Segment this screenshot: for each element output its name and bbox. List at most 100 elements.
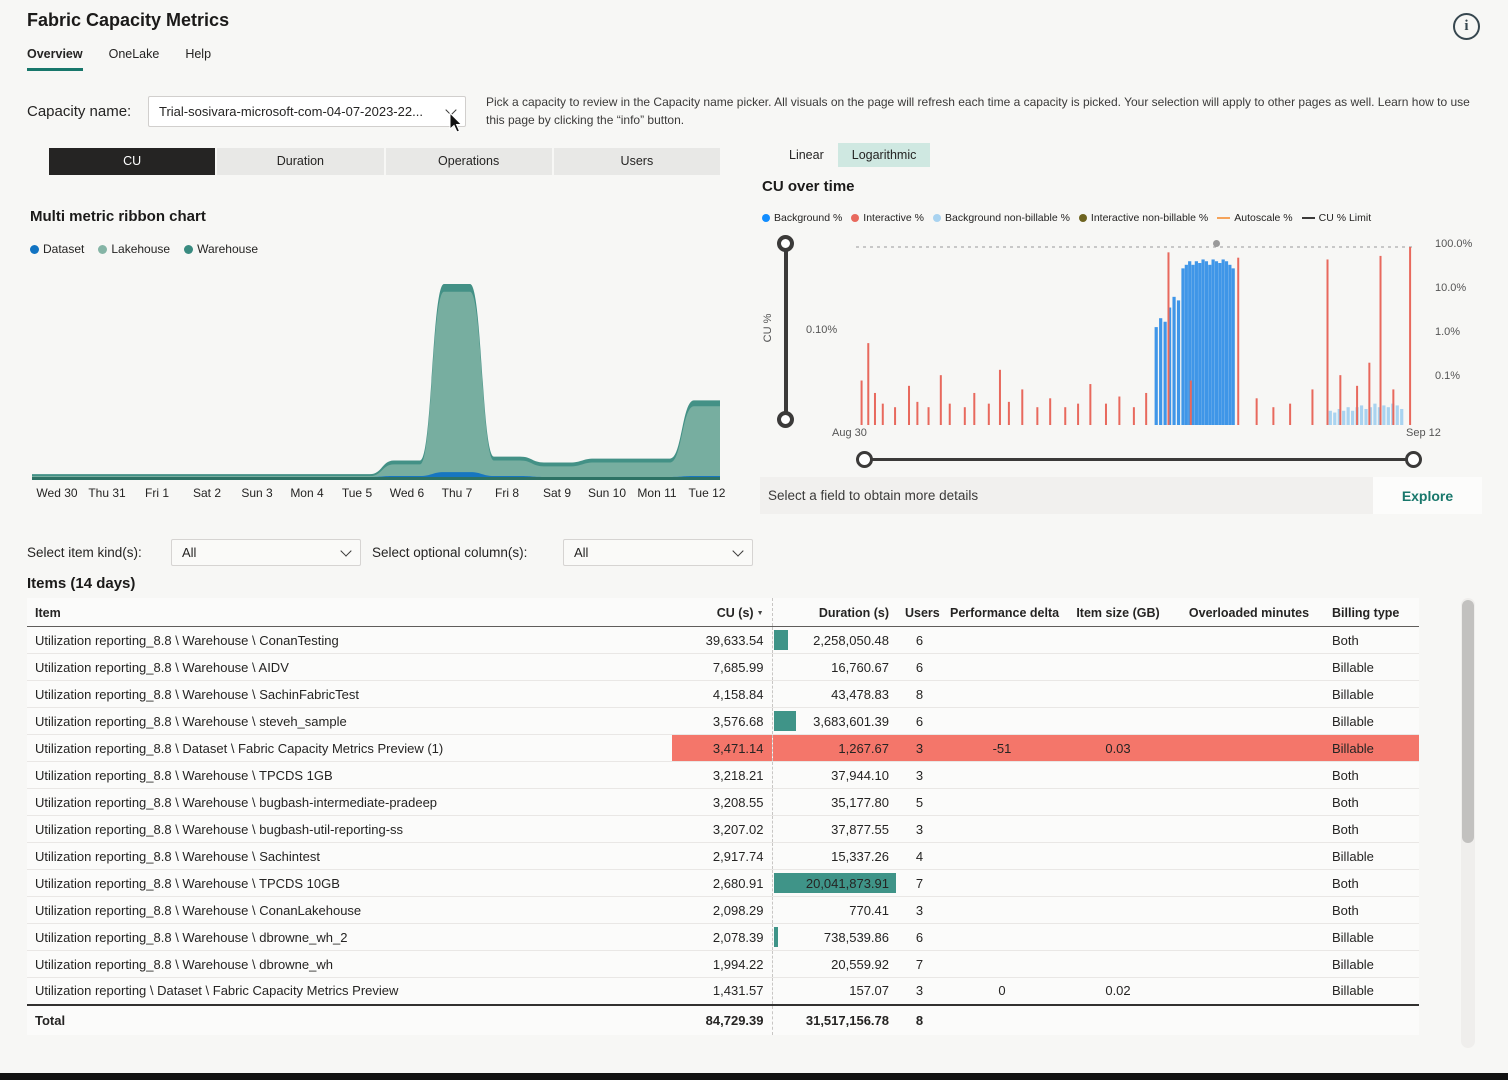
cu-bar-bg[interactable] <box>1154 327 1158 425</box>
cu-bar-bg[interactable] <box>1191 264 1195 425</box>
cu-bar-bg[interactable] <box>1181 268 1185 425</box>
cu-bar-bgnb[interactable] <box>1395 405 1399 425</box>
scale-tab-logarithmic[interactable]: Logarithmic <box>837 143 931 167</box>
cu-bar-int[interactable] <box>894 407 897 425</box>
cu-bar-bg[interactable] <box>1231 268 1235 425</box>
cu-bar-int[interactable] <box>1077 403 1080 425</box>
table-row[interactable]: Utilization reporting_8.8 \ Warehouse \ … <box>27 680 1419 708</box>
legend-item-warehouse[interactable]: Warehouse <box>184 242 258 256</box>
cu-bar-bg[interactable] <box>1159 318 1163 425</box>
tab-onelake[interactable]: OneLake <box>108 47 160 61</box>
table-row[interactable]: Utilization reporting_8.8 \ Warehouse \ … <box>27 653 1419 681</box>
time-range-slider-handle-right[interactable] <box>1405 451 1422 468</box>
column-header-duration[interactable]: Duration (s) <box>771 598 897 627</box>
table-row[interactable]: Utilization reporting_8.8 \ Warehouse \ … <box>27 950 1419 978</box>
cu-bar-bgnb[interactable] <box>1337 408 1341 425</box>
table-row[interactable]: Utilization reporting_8.8 \ Dataset \ Fa… <box>27 734 1419 762</box>
cu-bar-int[interactable] <box>1132 407 1135 425</box>
table-row[interactable]: Utilization reporting_8.8 \ Warehouse \ … <box>27 626 1419 654</box>
cu-legend-item-interactive-non-billable[interactable]: Interactive non-billable % <box>1078 212 1208 224</box>
cu-bar-int[interactable] <box>1339 375 1342 425</box>
cu-bar-int[interactable] <box>1272 407 1275 425</box>
cu-bar-int[interactable] <box>939 375 942 425</box>
column-header-item-size[interactable]: Item size (GB) <box>1062 598 1174 627</box>
column-header-item[interactable]: Item <box>27 598 672 627</box>
column-header-billing[interactable]: Billing type <box>1324 598 1419 627</box>
cu-bar-int[interactable] <box>973 392 976 425</box>
cu-bar-bg[interactable] <box>1214 261 1219 425</box>
cu-bar-int[interactable] <box>1392 389 1395 425</box>
cu-axis-slider-track[interactable] <box>784 244 788 420</box>
cu-bar-int[interactable] <box>1368 362 1371 425</box>
cu-bar-int[interactable] <box>873 392 876 425</box>
item-kind-dropdown[interactable]: All <box>171 539 361 566</box>
tab-help[interactable]: Help <box>185 47 212 61</box>
cu-legend-item-interactive[interactable]: Interactive % <box>851 212 924 224</box>
cu-bar-bgnb[interactable] <box>1386 407 1390 425</box>
table-scrollbar-thumb[interactable] <box>1462 600 1474 843</box>
cu-bar-bg[interactable] <box>1167 307 1172 425</box>
cu-bar-bg[interactable] <box>1176 300 1181 425</box>
cu-bar-bgnb[interactable] <box>1333 412 1337 425</box>
cu-bar-bg[interactable] <box>1188 261 1192 425</box>
column-header-cu[interactable]: CU (s) ▼ <box>672 598 772 627</box>
cu-bar-int[interactable] <box>1036 407 1039 425</box>
cu-bar-int[interactable] <box>1237 257 1240 425</box>
cu-bar-int[interactable] <box>860 380 863 426</box>
column-header-overloaded[interactable]: Overloaded minutes <box>1174 598 1324 627</box>
cu-bar-int[interactable] <box>1104 403 1107 425</box>
time-range-slider-handle-left[interactable] <box>856 451 873 468</box>
cu-bar-int[interactable] <box>916 401 919 425</box>
cu-bar-bgnb[interactable] <box>1368 407 1373 425</box>
cu-legend-item-autoscale[interactable]: Autoscale % <box>1217 212 1293 224</box>
cu-bar-int[interactable] <box>908 385 911 425</box>
cu-bar-int[interactable] <box>1189 380 1192 426</box>
cu-bar-int[interactable] <box>998 369 1001 425</box>
cu-bar-bgnb[interactable] <box>1382 405 1386 425</box>
cu-bar-int[interactable] <box>927 407 930 425</box>
optional-columns-dropdown[interactable]: All <box>563 539 753 566</box>
cu-legend-item-cu-limit[interactable]: CU % Limit <box>1301 212 1371 224</box>
cu-bar-int[interactable] <box>1007 401 1010 425</box>
cu-bar-int[interactable] <box>1167 252 1170 425</box>
cu-bar-bg[interactable] <box>1204 261 1209 425</box>
cu-bar-int[interactable] <box>1356 385 1359 425</box>
capacity-name-dropdown[interactable]: Trial-sosivara-microsoft-com-04-07-2023-… <box>148 96 466 127</box>
cu-bar-bg[interactable] <box>1211 259 1215 425</box>
cu-bar-bg[interactable] <box>1198 263 1202 425</box>
legend-item-dataset[interactable]: Dataset <box>30 242 84 256</box>
metric-button-operations[interactable]: Operations <box>385 148 552 175</box>
column-header-perf-delta[interactable]: Performance delta <box>942 598 1062 627</box>
table-row[interactable]: Utilization reporting_8.8 \ Warehouse \ … <box>27 869 1419 897</box>
cu-bar-bgnb[interactable] <box>1351 410 1355 425</box>
cu-bar-bgnb[interactable] <box>1400 408 1404 425</box>
cu-bar-int[interactable] <box>1145 392 1148 425</box>
cu-bar-int[interactable] <box>1089 384 1092 425</box>
cu-bar-bgnb[interactable] <box>1342 410 1346 425</box>
cu-bar-bg[interactable] <box>1172 296 1176 425</box>
metric-button-users[interactable]: Users <box>553 148 720 175</box>
cu-bar-bgnb[interactable] <box>1328 410 1332 425</box>
cu-bar-bgnb[interactable] <box>1359 405 1364 425</box>
cu-bar-bg[interactable] <box>1201 259 1205 425</box>
cu-bar-int[interactable] <box>1379 255 1382 425</box>
table-row[interactable]: Utilization reporting_8.8 \ Warehouse \ … <box>27 842 1419 870</box>
explore-button[interactable]: Explore <box>1373 477 1482 514</box>
cu-bar-int[interactable] <box>1326 259 1329 425</box>
scale-tab-linear[interactable]: Linear <box>789 148 824 162</box>
time-range-slider-track[interactable] <box>864 458 1414 461</box>
table-row[interactable]: Utilization reporting \ Dataset \ Fabric… <box>27 977 1419 1005</box>
cu-bar-int[interactable] <box>1064 407 1067 425</box>
cu-bar-bg[interactable] <box>1163 321 1167 425</box>
info-button[interactable]: i <box>1453 13 1480 40</box>
table-row[interactable]: Utilization reporting_8.8 \ Warehouse \ … <box>27 788 1419 816</box>
cu-bar-bgnb[interactable] <box>1377 407 1382 425</box>
cu-bar-bg[interactable] <box>1228 264 1232 425</box>
ribbon-series-warehouse[interactable] <box>32 284 720 478</box>
cu-bar-bg[interactable] <box>1218 263 1222 425</box>
cu-bar-bgnb[interactable] <box>1364 408 1368 425</box>
cu-bar-bg[interactable] <box>1184 264 1188 425</box>
cu-bar-bgnb[interactable] <box>1346 407 1350 425</box>
cu-bar-bg[interactable] <box>1194 261 1198 425</box>
cu-bar-bg[interactable] <box>1224 261 1229 425</box>
